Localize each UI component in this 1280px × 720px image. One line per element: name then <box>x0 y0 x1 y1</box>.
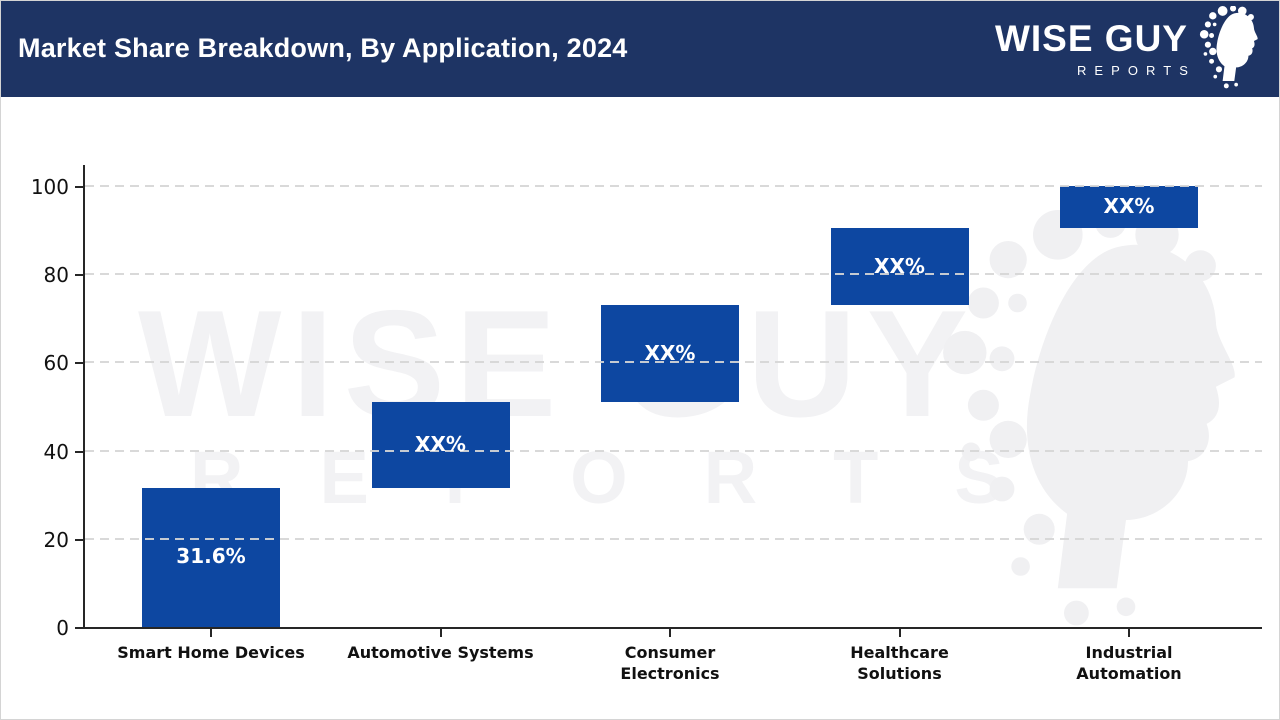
category-label: Industrial Automation <box>1076 643 1182 683</box>
y-tick-label: 60 <box>43 351 69 376</box>
category-label: Smart Home Devices <box>117 643 305 662</box>
y-gridline <box>85 361 1262 364</box>
y-gridline <box>85 273 1262 276</box>
logo-wise-guy-text: WISE GUY <box>994 17 1188 59</box>
y-tick-label: 40 <box>43 439 69 464</box>
header-bar: Market Share Breakdown, By Application, … <box>0 0 1280 97</box>
category-label: Automotive Systems <box>347 643 534 662</box>
category-label: Healthcare Solutions <box>850 643 949 683</box>
x-axis-line <box>83 627 1262 629</box>
y-tick-mark <box>75 186 83 188</box>
x-tick-mark <box>439 629 442 637</box>
logo-text: WISE GUY REPORTS <box>995 20 1188 78</box>
bar-value-label: XX% <box>1103 194 1155 219</box>
x-tick-mark <box>898 629 901 637</box>
x-tick-mark <box>1128 629 1130 637</box>
y-gridline <box>85 449 1262 452</box>
y-tick-label: 100 <box>30 175 69 199</box>
bar-value-label: XX% <box>644 340 696 365</box>
y-tick-mark <box>75 362 83 365</box>
head-profile-logo-icon <box>1194 6 1266 92</box>
y-tick-mark <box>75 274 83 277</box>
bar-value-label: XX% <box>874 253 925 278</box>
bar-segment <box>1060 186 1198 229</box>
x-tick-mark <box>669 629 671 637</box>
category-label: Consumer Electronics <box>620 643 720 683</box>
wise-guy-reports-logo: WISE GUY REPORTS <box>995 6 1280 92</box>
bar-value-label: XX% <box>415 431 466 456</box>
y-axis-line <box>83 165 85 629</box>
logo-reports-text: REPORTS <box>1076 62 1196 78</box>
y-tick-label: 0 <box>56 616 69 640</box>
y-tick-mark <box>75 538 83 541</box>
y-tick-mark <box>75 450 83 453</box>
y-gridline <box>85 537 1262 540</box>
y-tick-label: 80 <box>43 263 69 288</box>
bar-value-label: 31.6% <box>176 544 246 569</box>
bar-segment <box>830 228 969 306</box>
y-tick-mark <box>75 627 83 629</box>
bar-segment <box>371 402 510 488</box>
x-tick-mark <box>210 629 212 637</box>
y-tick-label: 20 <box>43 527 69 552</box>
bar-segment <box>601 305 739 403</box>
watermark-wise-guy: WISE GUY <box>138 279 979 449</box>
bar-segment <box>142 487 280 627</box>
chart-area: WISE GUY REPORTS 0 20 40 60 80 100 31.6% Smart … <box>0 97 1280 720</box>
y-gridline <box>85 185 1262 187</box>
page-title: Market Share Breakdown, By Application, … <box>18 33 628 63</box>
